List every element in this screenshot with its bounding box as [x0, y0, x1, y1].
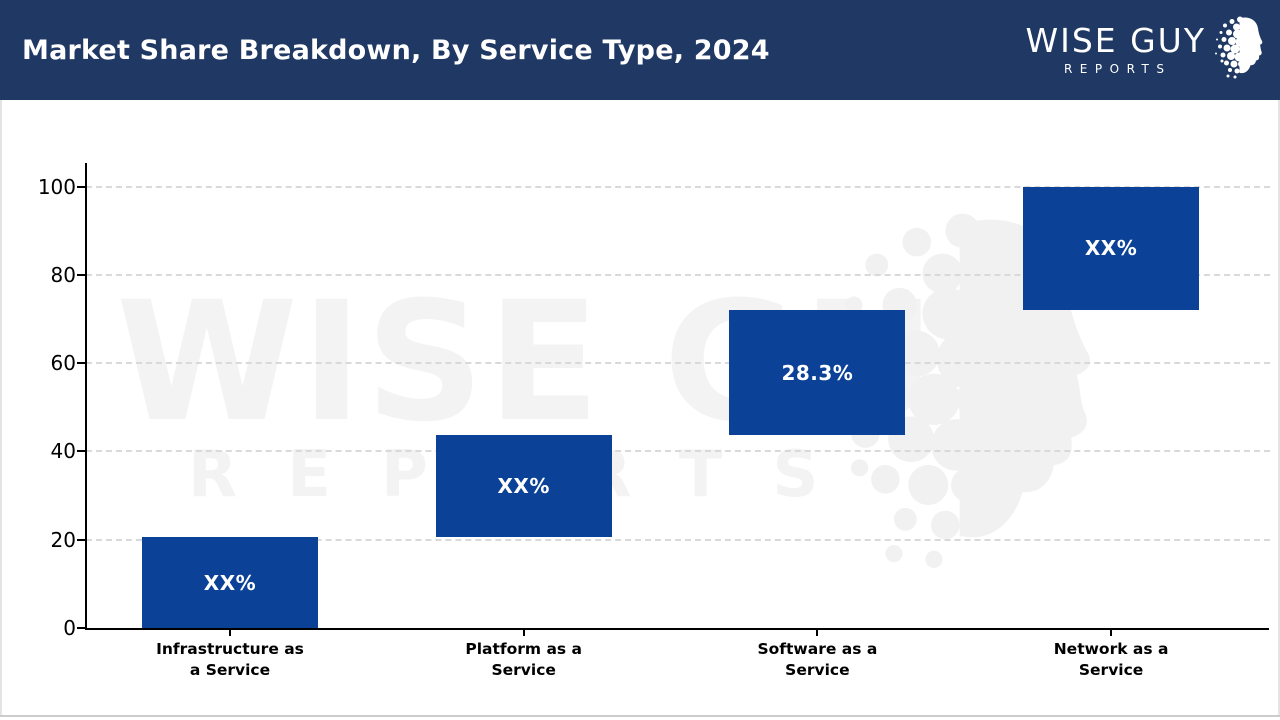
wiseguy-logo: WISE GUY REPORTS [1025, 12, 1270, 88]
bar-value-label: 28.3% [781, 360, 854, 385]
gridline-100 [86, 185, 1270, 188]
category-label: Software as a Service [757, 640, 878, 680]
y-tick-label: 20 [50, 527, 76, 552]
y-tick-mark [77, 273, 85, 276]
bar-segment: 28.3% [729, 310, 906, 436]
right-edge-line [1278, 100, 1280, 716]
gridline-80 [86, 273, 1270, 276]
y-tick-label: 100 [37, 174, 76, 199]
y-tick-mark [77, 627, 85, 629]
x-tick-mark [229, 630, 231, 636]
gridline-20 [86, 538, 1270, 541]
bar-value-label: XX% [497, 474, 550, 499]
page-title: Market Share Breakdown, By Service Type,… [22, 34, 770, 66]
x-tick-mark [522, 630, 525, 636]
y-tick-mark [77, 538, 85, 541]
bar-value-label: XX% [1084, 236, 1138, 261]
logo-text: WISE GUY REPORTS [1025, 24, 1206, 76]
bar-value-label: XX% [203, 570, 257, 595]
bar-segment: XX% [142, 537, 318, 628]
logo-subtitle: REPORTS [1063, 61, 1172, 76]
bar-segment: XX% [435, 435, 612, 538]
bottom-edge-line [0, 715, 1280, 717]
category-label: Infrastructure as a Service [156, 640, 304, 680]
category-label: Network as a Service [1053, 640, 1169, 680]
x-tick-mark [1110, 630, 1113, 636]
left-edge-line [0, 100, 2, 716]
gridline-40 [86, 450, 1270, 453]
y-tick-mark [77, 185, 85, 188]
gridline-60 [86, 362, 1270, 365]
y-tick-label: 60 [50, 351, 76, 376]
bar-segment: XX% [1023, 186, 1200, 311]
category-label: Platform as a Service [465, 640, 583, 680]
logo-name: WISE GUY [1025, 21, 1206, 61]
y-tick-label: 0 [63, 616, 76, 640]
x-tick-mark [816, 630, 819, 636]
y-tick-mark [77, 450, 85, 453]
header-bar: Market Share Breakdown, By Service Type,… [0, 0, 1280, 100]
y-tick-label: 40 [50, 439, 76, 464]
wiseguy-head-icon [1215, 16, 1263, 79]
y-tick-mark [77, 362, 85, 365]
y-tick-label: 80 [50, 262, 76, 287]
y-axis-line [85, 163, 87, 630]
x-axis-line [85, 628, 1269, 630]
